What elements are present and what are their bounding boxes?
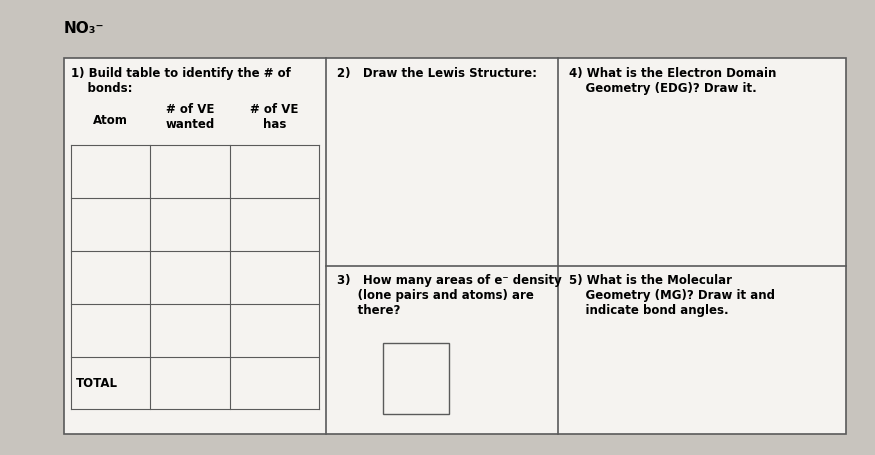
Text: 1) Build table to identify the # of
    bonds:: 1) Build table to identify the # of bond… — [71, 67, 290, 95]
Text: 3)   How many areas of e⁻ density
     (lone pairs and atoms) are
     there?: 3) How many areas of e⁻ density (lone pa… — [337, 273, 562, 316]
Text: TOTAL: TOTAL — [76, 377, 118, 389]
Text: 5) What is the Molecular
    Geometry (MG)? Draw it and
    indicate bond angles: 5) What is the Molecular Geometry (MG)? … — [569, 273, 774, 316]
Text: 2)   Draw the Lewis Structure:: 2) Draw the Lewis Structure: — [337, 67, 537, 81]
Text: 4) What is the Electron Domain
    Geometry (EDG)? Draw it.: 4) What is the Electron Domain Geometry … — [569, 67, 776, 95]
Text: # of VE
has: # of VE has — [250, 103, 299, 131]
Text: # of VE
wanted: # of VE wanted — [165, 103, 214, 131]
Text: Atom: Atom — [94, 114, 128, 127]
Text: NO₃⁻: NO₃⁻ — [64, 20, 104, 35]
